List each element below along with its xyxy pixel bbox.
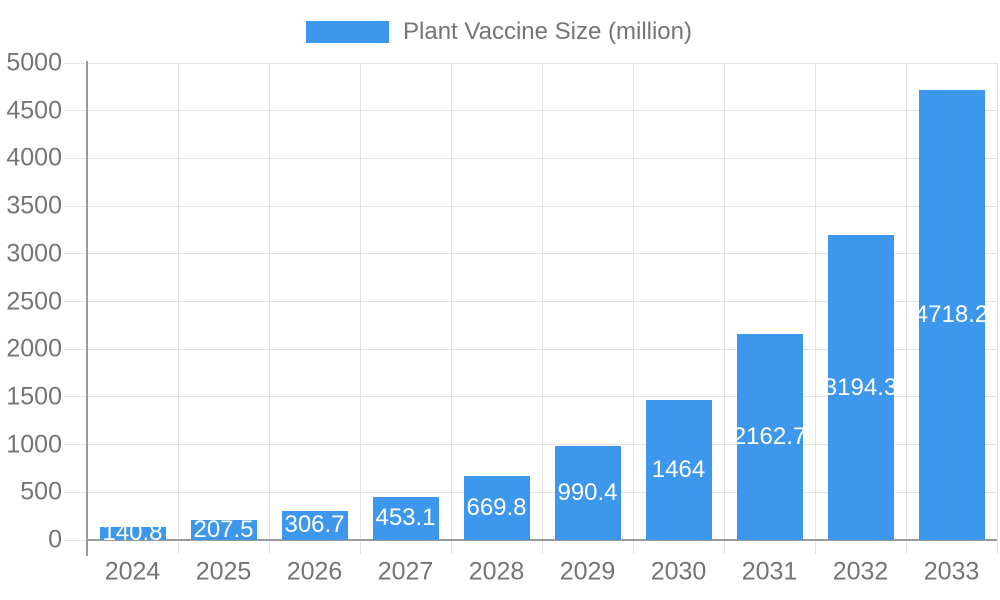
bar[interactable] (372, 496, 439, 540)
x-axis-tick-label: 2027 (377, 557, 434, 586)
x-axis-line (87, 539, 997, 541)
bar[interactable] (645, 400, 712, 540)
x-gridline (359, 63, 361, 554)
x-gridline (996, 63, 998, 554)
x-axis-tick-label: 2025 (195, 557, 252, 586)
bar-value-label: 207.5 (193, 516, 254, 544)
bar[interactable] (827, 235, 894, 540)
y-axis-tick-label: 500 (20, 477, 62, 506)
bar-value-label: 4718.2 (914, 300, 989, 328)
y-axis-tick-label: 2000 (6, 334, 62, 363)
bar-value-label: 669.8 (466, 494, 527, 522)
y-axis-tick-label: 5000 (6, 48, 62, 77)
bar[interactable] (190, 520, 257, 540)
y-axis-tick-label: 1500 (6, 382, 62, 411)
bar[interactable] (99, 526, 166, 540)
y-gridline (64, 301, 997, 302)
y-axis-tick-label: 4000 (6, 143, 62, 172)
x-gridline (814, 63, 816, 554)
x-gridline (723, 63, 725, 554)
x-axis-tick-label: 2033 (923, 557, 980, 586)
x-gridline (632, 63, 634, 554)
y-gridline (64, 205, 997, 207)
bar-value-label: 2162.7 (732, 422, 807, 450)
y-gridline (64, 110, 997, 112)
bar[interactable] (463, 476, 530, 540)
x-axis-tick-label: 2032 (832, 557, 889, 586)
y-gridline (64, 348, 997, 350)
y-gridline (64, 491, 997, 493)
x-gridline (268, 63, 270, 554)
legend-label: Plant Vaccine Size (million) (403, 18, 692, 45)
y-gridline (64, 539, 87, 541)
y-axis-tick-label: 1000 (6, 430, 62, 459)
x-gridline (905, 63, 907, 554)
x-axis-tick-label: 2024 (104, 557, 161, 586)
y-axis-tick-label: 3500 (6, 191, 62, 220)
bar[interactable] (918, 89, 985, 540)
y-gridline (64, 444, 997, 446)
legend-swatch (306, 21, 389, 43)
y-axis-tick-label: 0 (48, 525, 62, 554)
y-gridline (64, 157, 997, 159)
x-axis-tick-label: 2030 (650, 557, 707, 586)
y-gridline (64, 253, 997, 255)
bar[interactable] (281, 510, 348, 540)
y-axis-line (86, 61, 88, 556)
bar-value-label: 1464 (651, 456, 706, 484)
x-axis-tick-label: 2029 (559, 557, 616, 586)
x-axis-tick-label: 2031 (741, 557, 798, 586)
bar-value-label: 306.7 (284, 511, 345, 539)
x-axis-tick-label: 2026 (286, 557, 343, 586)
x-gridline (450, 63, 452, 554)
bar-value-label: 140.8 (102, 519, 163, 547)
bar-value-label: 3194.3 (823, 373, 898, 401)
legend[interactable]: Plant Vaccine Size (million) (306, 18, 692, 45)
x-gridline (541, 63, 543, 554)
y-axis-tick-label: 3000 (6, 239, 62, 268)
x-gridline (177, 63, 179, 554)
bar-value-label: 453.1 (375, 504, 436, 532)
bar[interactable] (736, 333, 803, 540)
y-gridline (64, 62, 997, 64)
y-axis-tick-label: 2500 (6, 287, 62, 315)
bar[interactable] (554, 445, 621, 540)
y-gridline (64, 396, 997, 398)
x-axis-tick-label: 2028 (468, 557, 525, 586)
y-axis-tick-label: 4500 (6, 96, 62, 125)
bar-value-label: 990.4 (557, 478, 618, 506)
